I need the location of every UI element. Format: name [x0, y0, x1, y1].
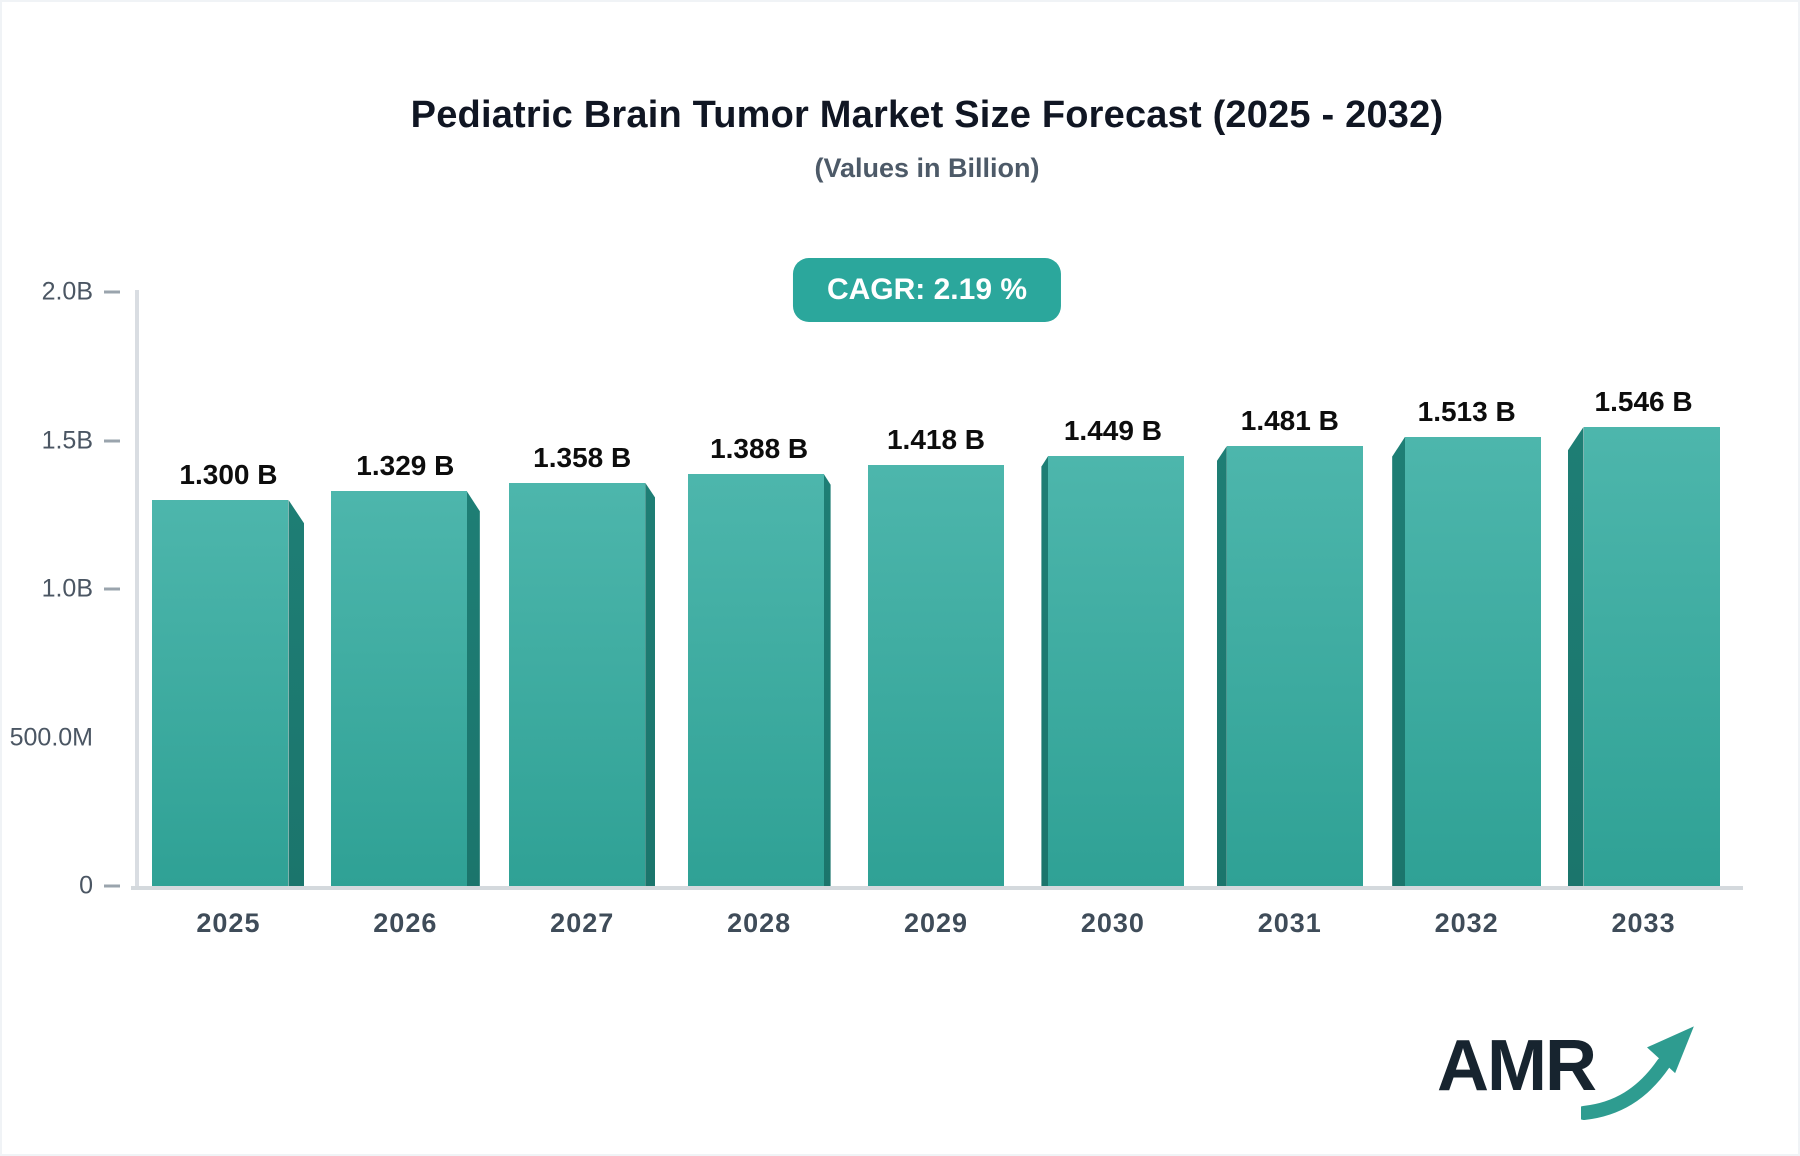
bar: 1.513 B	[1392, 396, 1542, 886]
y-tick-mark	[104, 587, 120, 591]
bar-slot: 1.481 B 2031	[1201, 292, 1378, 938]
bar: 1.329 B	[330, 450, 480, 886]
y-tick-label: 1.5B	[41, 426, 93, 454]
chart-header: Pediatric Brain Tumor Market Size Foreca…	[135, 94, 1719, 184]
cagr-badge: CAGR: 2.19 %	[792, 258, 1062, 322]
bar-side-shade	[1567, 426, 1584, 886]
bar-value-label: 1.449 B	[1063, 414, 1162, 446]
bar-face	[509, 482, 646, 886]
x-axis-category-label: 2031	[1257, 908, 1322, 938]
growth-arrow-icon	[1581, 1026, 1694, 1120]
bar-face	[152, 499, 289, 886]
x-axis-category-label: 2029	[903, 908, 969, 938]
y-tick: 1.5B	[2, 426, 120, 455]
bar-slot: 1.546 B 2033	[1555, 292, 1732, 938]
bar-side-shade	[1392, 436, 1406, 886]
bar: 1.300 B	[152, 459, 305, 886]
bar-value-label: 1.546 B	[1594, 385, 1693, 417]
y-tick-mark	[104, 290, 120, 294]
amr-logo: AMR	[1437, 1018, 1713, 1120]
bar-side-shade	[1041, 455, 1049, 886]
bars-container: 1.300 B 2025 1.329 B 2026 1.358 B 2027 1.388 B…	[140, 292, 1732, 938]
x-axis-baseline	[131, 886, 1743, 890]
bar-slot: 1.358 B 2027	[494, 292, 671, 938]
y-tick: 1.0B	[2, 575, 120, 604]
y-tick: 0	[2, 872, 120, 901]
x-axis-category-label: 2027	[550, 908, 615, 938]
bar-side-shade	[645, 482, 656, 886]
bar: 1.358 B	[509, 442, 656, 886]
bar-side-shade	[288, 499, 305, 886]
bar-slot: 1.449 B 2030	[1024, 292, 1201, 938]
bar-face	[687, 473, 824, 886]
bar-side-shade	[823, 473, 831, 886]
x-axis-category-label: 2026	[373, 908, 438, 938]
bar-value-label: 1.300 B	[179, 458, 278, 490]
bar-face	[1226, 446, 1363, 886]
bar-value-label: 1.481 B	[1240, 405, 1339, 437]
bar: 1.449 B	[1041, 415, 1185, 886]
bar-face	[868, 464, 1004, 886]
y-tick-label: 500.0M	[9, 723, 93, 751]
y-tick-label: 2.0B	[41, 277, 93, 306]
bar-value-label: 1.329 B	[356, 450, 455, 482]
bar-value-label: 1.418 B	[886, 423, 986, 455]
amr-logo-text: AMR	[1437, 1026, 1597, 1106]
bar-face	[1405, 436, 1542, 886]
bar-slot: 1.300 B 2025	[140, 292, 317, 938]
y-tick: 2.0B	[2, 278, 120, 307]
bar-chart-plot-area: 2.0B 1.5B 1.0B 500.0M 0 1.300 B 2025 1.329 B 20…	[10, 278, 1743, 938]
bar-slot: 1.418 B 2029	[848, 292, 1025, 938]
y-tick-label: 0	[79, 871, 93, 900]
bar-face	[330, 491, 467, 886]
bar: 1.546 B	[1567, 386, 1720, 886]
x-axis-category-label: 2025	[196, 908, 261, 938]
y-axis-line	[135, 290, 139, 886]
y-tick-mark	[104, 439, 120, 442]
chart-subtitle: (Values in Billion)	[814, 153, 1040, 183]
bar-face	[1583, 426, 1720, 886]
bar: 1.481 B	[1216, 405, 1363, 886]
bar: 1.418 B	[868, 424, 1004, 886]
bar-slot: 1.388 B 2028	[671, 292, 848, 938]
bar-value-label: 1.358 B	[533, 441, 632, 473]
x-axis-category-label: 2033	[1611, 908, 1676, 938]
bar: 1.388 B	[687, 433, 831, 886]
bar-face	[1048, 455, 1185, 886]
y-tick-label: 1.0B	[41, 574, 93, 603]
y-tick: 500.0M	[2, 723, 120, 752]
bar-slot: 1.329 B 2026	[317, 292, 494, 938]
bar-side-shade	[466, 491, 480, 886]
bar-side-shade	[1216, 446, 1227, 886]
bar-value-label: 1.513 B	[1417, 395, 1516, 427]
x-axis-category-label: 2028	[727, 908, 792, 938]
bar-slot: 1.513 B 2032	[1378, 292, 1555, 938]
chart-title: Pediatric Brain Tumor Market Size Foreca…	[410, 94, 1444, 136]
x-axis-category-label: 2032	[1434, 908, 1499, 938]
bar-value-label: 1.388 B	[710, 432, 809, 464]
y-tick-mark	[104, 884, 120, 888]
x-axis-category-label: 2030	[1080, 908, 1145, 938]
